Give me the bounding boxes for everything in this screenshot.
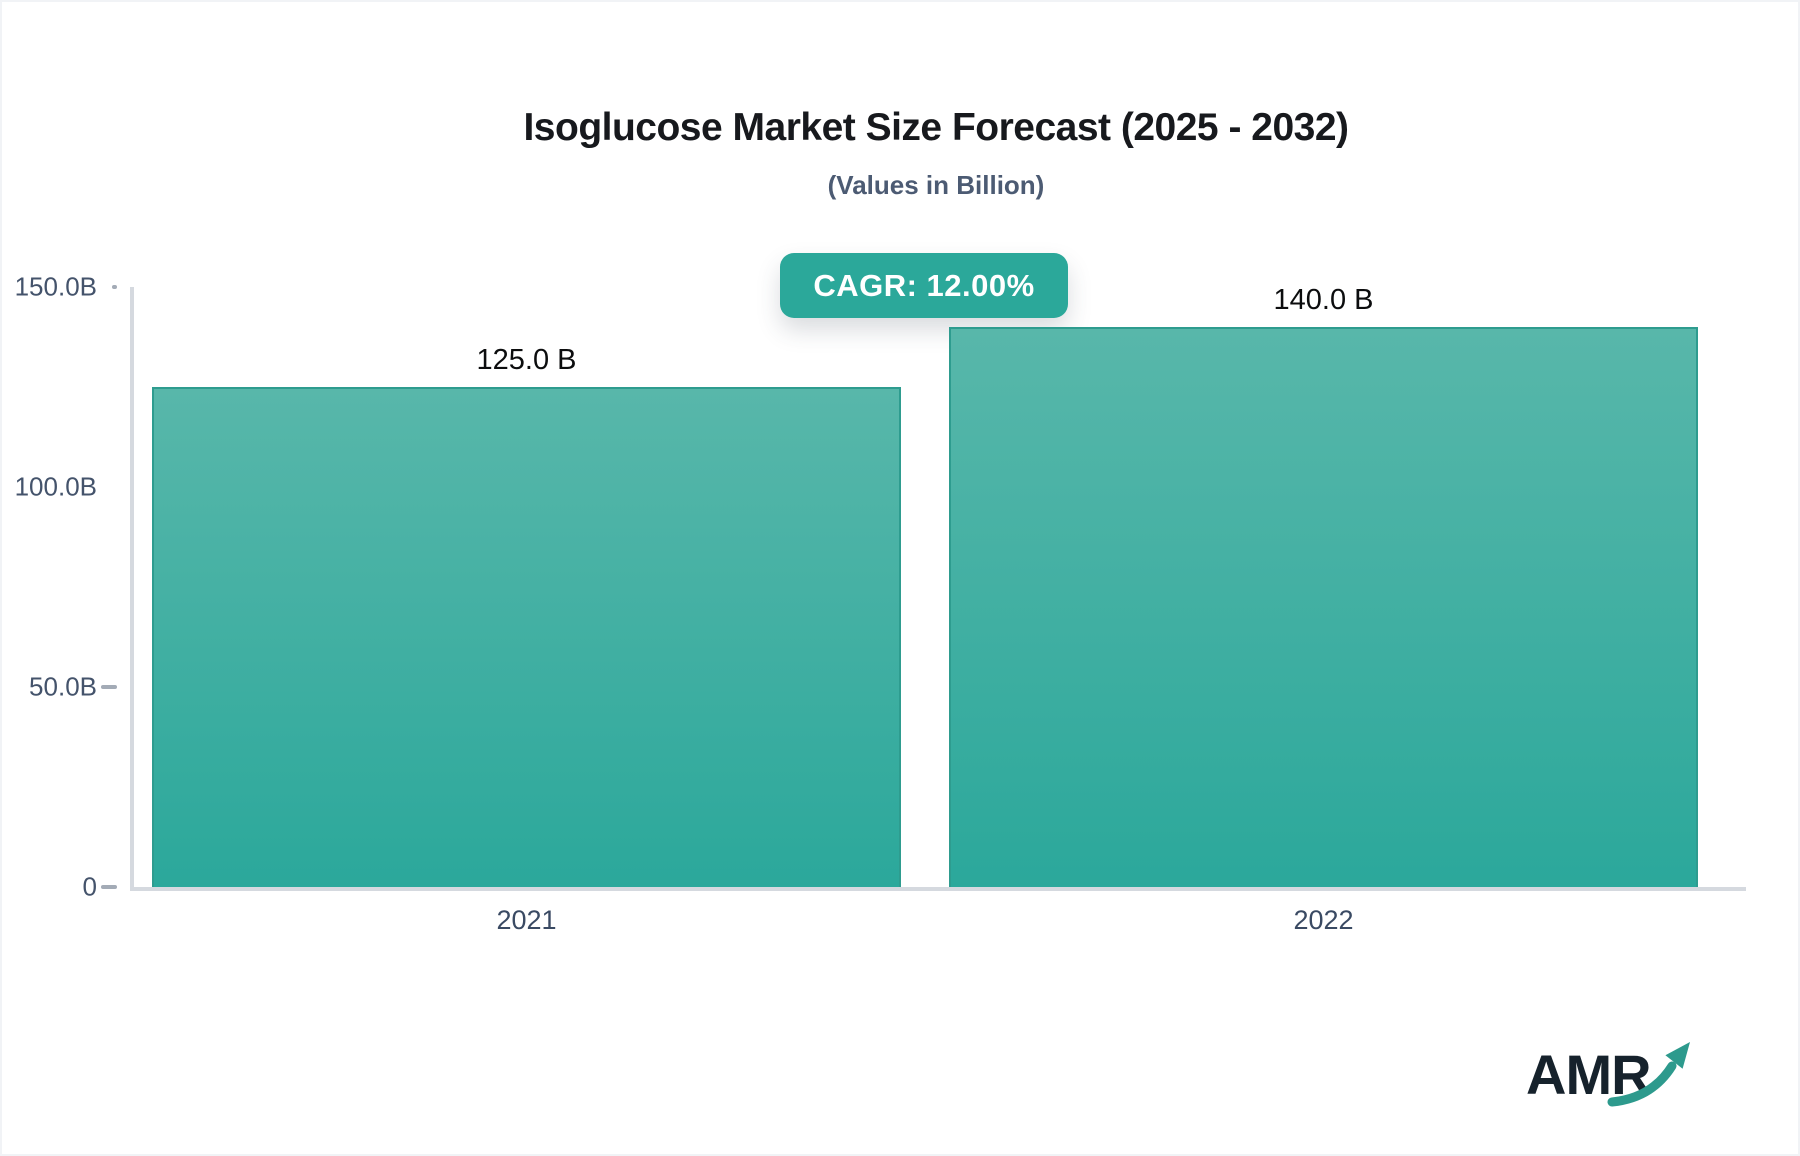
bar-2022 [949, 327, 1698, 887]
logo-arrow-swoosh-icon [1607, 1061, 1677, 1107]
cagr-badge: CAGR: 12.00% [780, 253, 1068, 318]
bar-2021 [152, 387, 901, 887]
bar-value-label: 140.0 B [1273, 284, 1374, 316]
y-axis-tick-label: 100.0B [14, 471, 97, 502]
y-axis-tick-label: 150.0B [14, 271, 97, 302]
chart-subtitle: (Values in Billion) [827, 170, 1045, 200]
y-axis-tick-mark [112, 285, 117, 289]
y-axis-labels: 150.0B 100.0B 50.0B 0 [0, 272, 130, 902]
y-axis-tick-label: 50.0B [29, 671, 97, 702]
bar-value-label: 125.0 B [476, 344, 577, 376]
y-axis-tick-mark [101, 885, 117, 889]
plot-area: 125.0 B 2021 140.0 B 2022 [130, 284, 1746, 935]
y-axis-tick-label: 0 [82, 871, 97, 902]
amr-logo: AMR [1526, 1042, 1690, 1107]
x-axis-label: 2021 [496, 905, 557, 935]
y-axis-tick-mark [101, 685, 117, 689]
logo-arrow-head-icon [1665, 1042, 1690, 1069]
x-axis-label: 2022 [1293, 905, 1354, 935]
chart-title: Isoglucose Market Size Forecast (2025 - … [523, 106, 1349, 149]
